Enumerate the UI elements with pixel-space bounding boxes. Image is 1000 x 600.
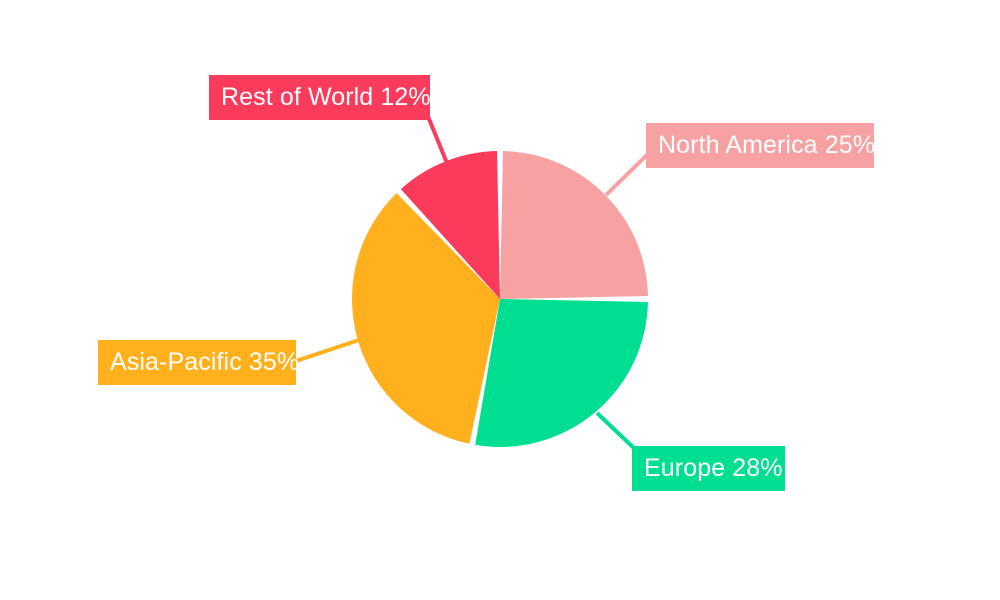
pie-slice-asia-pacific[interactable] <box>352 193 500 444</box>
leader-line-europe <box>595 411 638 452</box>
pie-slice-north-america[interactable] <box>500 151 648 299</box>
leader-line-north-america <box>604 150 652 197</box>
pie-slice-rest-of-world[interactable] <box>400 151 500 299</box>
pie-slice-europe[interactable] <box>475 299 648 448</box>
pie-label-north-america[interactable]: North America 25% <box>646 123 875 168</box>
pie-label-asia-pacific[interactable]: Asia-Pacific 35% <box>98 340 299 385</box>
pie-slices <box>352 151 648 448</box>
leader-line-rest-of-world <box>425 113 451 169</box>
pie-label-europe[interactable]: Europe 28% <box>632 446 785 491</box>
leader-lines <box>292 113 652 452</box>
pie-label-rest-of-world[interactable]: Rest of World 12% <box>209 75 431 120</box>
leader-line-asia-pacific <box>292 338 360 364</box>
